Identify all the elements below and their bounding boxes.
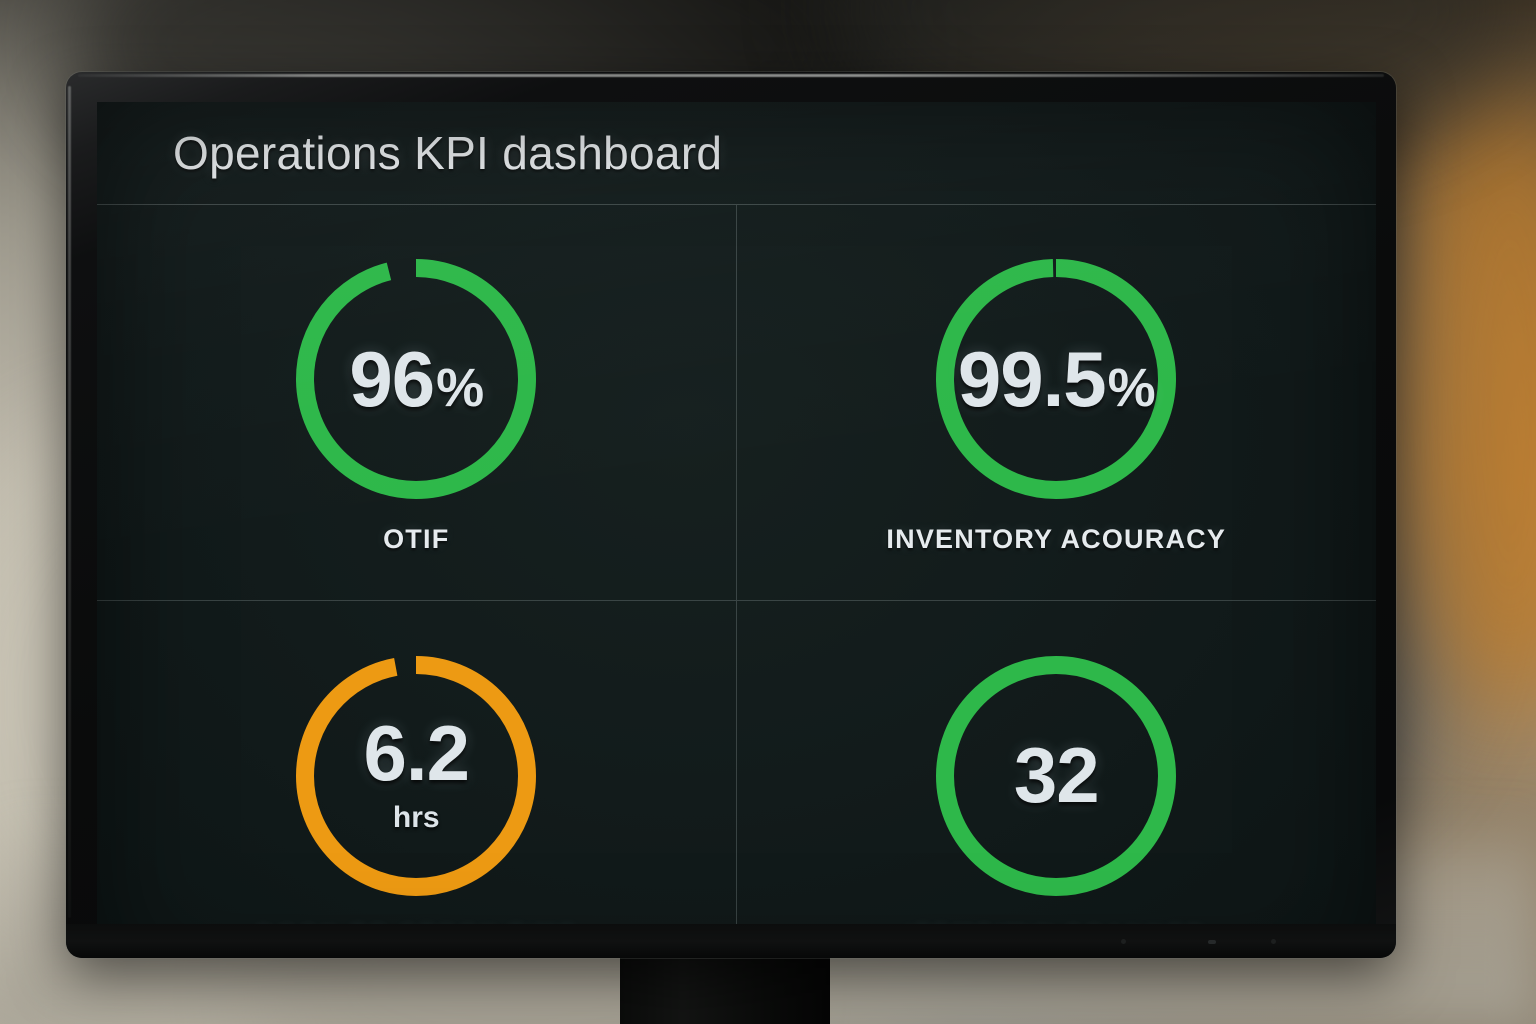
kpi-label-inventory-accuracy: INVENTORY ACOURACY <box>886 524 1227 554</box>
monitor-stand <box>620 950 830 1024</box>
page-title: Operations KPI dashboard <box>173 127 723 179</box>
dashboard-header: Operations KPI dashboard <box>97 102 1376 205</box>
donut-gauge-icon <box>296 655 537 896</box>
gauge-inventory-accuracy: 99.5% <box>927 250 1185 508</box>
gauge-dock-to-stock-time: 6.2 hrs <box>287 647 545 905</box>
bezel-left-highlight <box>68 86 71 918</box>
gauge-otif: 96% <box>287 250 545 508</box>
bezel-button-icon[interactable] <box>1208 940 1216 944</box>
kpi-label-otif: OTIF <box>383 524 450 554</box>
kpi-card-dock-to-stock-time[interactable]: 6.2 hrs DOCK-TO-STOCK TIME <box>97 601 737 958</box>
monitor-bezel: Operations KPI dashboard 96% <box>66 72 1396 958</box>
kpi-card-items-per-min-scanned[interactable]: 32 ITEMS/MIN SCANNED <box>737 601 1377 958</box>
donut-gauge-icon <box>936 655 1177 896</box>
monitor-screen: Operations KPI dashboard 96% <box>97 102 1376 958</box>
dashboard-root: Operations KPI dashboard 96% <box>97 102 1376 958</box>
bezel-bottom <box>66 924 1396 958</box>
kpi-card-otif[interactable]: 96% OTIF <box>97 205 737 601</box>
kpi-grid: 96% OTIF 99.5% <box>97 205 1376 958</box>
bezel-indicator-dot <box>1121 939 1126 944</box>
donut-gauge-icon <box>296 259 537 499</box>
kpi-card-inventory-accuracy[interactable]: 99.5% INVENTORY ACOURACY <box>736 205 1376 601</box>
donut-gauge-icon <box>936 259 1177 499</box>
bezel-top-highlight <box>78 74 1384 77</box>
gauge-items-per-min-scanned: 32 <box>927 647 1185 905</box>
bezel-power-led-icon <box>1271 939 1276 944</box>
